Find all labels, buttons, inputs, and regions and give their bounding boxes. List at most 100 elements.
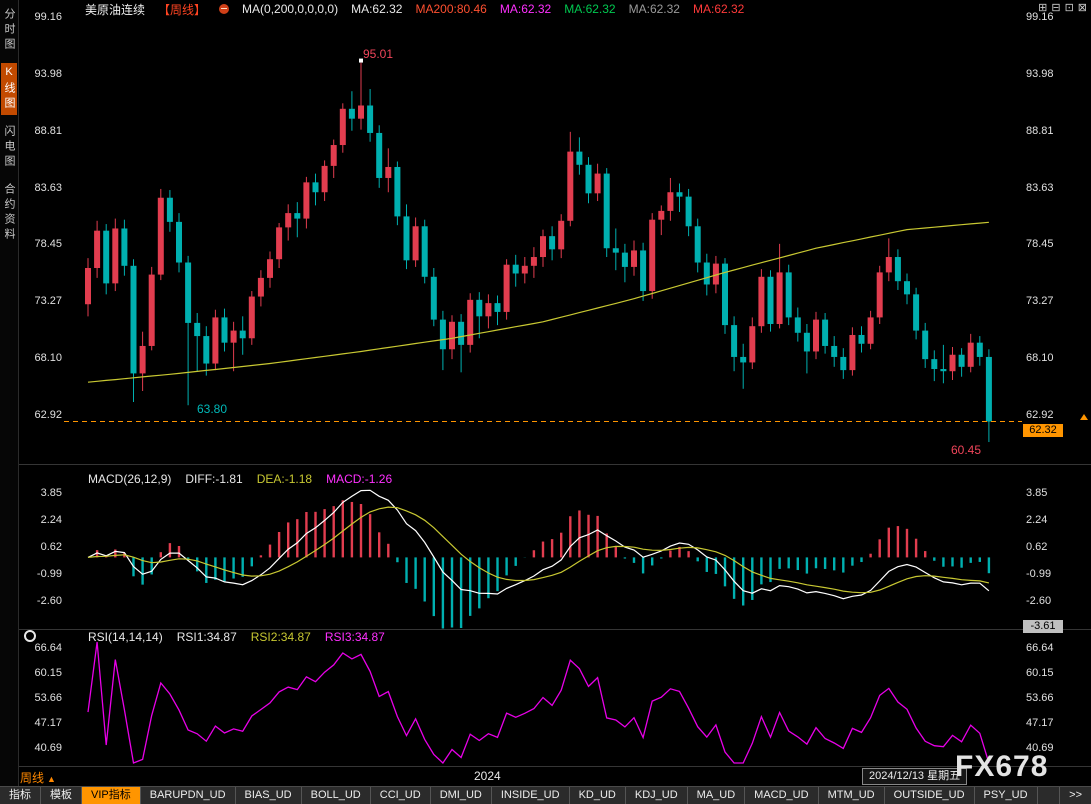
y-axis-tick: 78.45 — [34, 238, 62, 251]
y-axis-tick: 73.27 — [1026, 295, 1054, 308]
current-date-label: 2024/12/13 星期五 — [862, 768, 968, 785]
y-axis-tick: 47.17 — [34, 716, 62, 729]
last-price-badge: 62.32 — [1023, 424, 1063, 437]
rsi2-value: RSI2:34.87 — [250, 630, 311, 644]
y-axis-tick: 53.66 — [1026, 692, 1054, 704]
y-axis-tick: -0.99 — [1026, 567, 1052, 580]
ma200-line — [87, 221, 989, 383]
y-axis-tick: 83.63 — [34, 181, 62, 194]
y-axis-tick: 68.10 — [34, 352, 62, 365]
ma-value: MA:62.32 — [692, 2, 745, 16]
tab-indicators[interactable]: 指标 — [0, 787, 41, 804]
y-axis-tick: 0.62 — [40, 541, 62, 554]
ma-value: MA:62.32 — [564, 2, 616, 16]
diff-line — [87, 489, 990, 600]
panel-divider — [19, 766, 1091, 767]
single-pane-layout-icon[interactable]: ⊠ — [1077, 2, 1087, 14]
y-axis-tick: 66.64 — [1026, 642, 1054, 654]
high-marker — [359, 58, 363, 63]
x-axis-year-label: 2024 — [474, 769, 501, 783]
y-axis-tick: 3.85 — [40, 487, 62, 500]
chart-titlebar: 美原油连续 【周线】 MA(0,200,0,0,0,0) MA:62.32 MA2… — [85, 2, 744, 17]
tab-more[interactable]: >> — [1059, 787, 1091, 804]
tab-ma-ud[interactable]: MA_UD — [688, 787, 746, 804]
y-axis-tick: 88.81 — [1026, 124, 1054, 137]
y-axis-tick: -0.99 — [36, 567, 62, 580]
timeframe-button[interactable]: 周线 ▲ — [20, 769, 56, 786]
y-axis-tick: 60.15 — [34, 667, 62, 679]
chart-type-sidebar: 分时图 K线图闪电图合约资料 — [0, 0, 19, 804]
y-axis-tick: 99.16 — [1026, 11, 1054, 23]
timeframe-label[interactable]: 【周线】 — [158, 2, 207, 17]
macd-dea-value: DEA:-1.18 — [256, 472, 313, 486]
y-axis-tick: 83.63 — [1026, 181, 1054, 194]
tab-mtm-ud[interactable]: MTM_UD — [819, 787, 885, 804]
tab-bias-ud[interactable]: BIAS_UD — [236, 787, 302, 804]
low-annotation: 63.80 — [197, 402, 228, 416]
y-axis-tick: 78.45 — [1026, 238, 1054, 251]
sidebar-item-contract-info[interactable]: 合约资料 — [3, 183, 15, 243]
tab-boll-ud[interactable]: BOLL_UD — [302, 787, 371, 804]
tab-inside-ud[interactable]: INSIDE_UD — [492, 787, 570, 804]
ma-value: MA:62.32 — [499, 2, 552, 16]
price-up-arrow-icon — [1080, 414, 1088, 420]
rsi-label-row: RSI(14,14,14) RSI1:34.87 RSI2:34.87 RSI3… — [88, 630, 385, 644]
tab-templates[interactable]: 模板 — [41, 787, 82, 804]
tab-kd-ud[interactable]: KD_UD — [570, 787, 626, 804]
fx678-watermark: FX678 — [955, 750, 1049, 783]
rsi1-value: RSI1:34.87 — [176, 630, 237, 644]
rsi-line — [87, 641, 990, 764]
y-axis-tick: 40.69 — [34, 741, 62, 754]
sidebar-item-lightning-chart[interactable]: 闪电图 — [3, 125, 15, 170]
ma-value: MA:62.32 — [628, 2, 680, 16]
macd-layer — [87, 489, 991, 629]
tab-outside-ud[interactable]: OUTSIDE_UD — [885, 787, 975, 804]
panel-divider[interactable] — [19, 464, 1091, 465]
sidebar-item-time-chart[interactable]: 分时图 — [3, 8, 15, 53]
panel-divider[interactable] — [19, 629, 1091, 630]
instrument-menu-icon[interactable] — [219, 4, 230, 14]
rsi-title: RSI(14,14,14) — [88, 630, 163, 644]
macd-label-row: MACD(26,12,9) DIFF:-1.81 DEA:-1.18 MACD:… — [88, 472, 392, 486]
tab-macd-ud[interactable]: MACD_UD — [745, 787, 819, 804]
indicator-tabs-bar: 指标 模板 VIP指标 BARUPDN_UD BIAS_UD BOLL_UD CCI_UD D… — [0, 786, 1091, 804]
y-axis-tick: 66.64 — [34, 642, 62, 654]
tab-dmi-ud[interactable]: DMI_UD — [431, 787, 492, 804]
dea-line — [87, 506, 990, 594]
tab-kdj-ud[interactable]: KDJ_UD — [626, 787, 688, 804]
y-axis-tick: 2.24 — [40, 513, 62, 526]
last-low-annotation: 60.45 — [951, 443, 982, 457]
y-axis-tick: -2.60 — [36, 594, 62, 607]
y-axis-tick: 3.85 — [1026, 487, 1048, 500]
tab-vip-indicators[interactable]: VIP指标 — [82, 787, 141, 804]
high-annotation: 95.01 — [363, 47, 394, 61]
ma-settings-label: MA(0,200,0,0,0,0) — [242, 2, 339, 16]
ma-values-group: MA:62.32 MA200:80.46 MA:62.32 MA:62.32 MA:62… — [351, 2, 744, 16]
tab-cci-ud[interactable]: CCI_UD — [371, 787, 431, 804]
y-axis-tick: 93.98 — [1026, 67, 1054, 80]
y-axis-tick: 60.15 — [1026, 667, 1054, 679]
macd-macd-value: MACD:-1.26 — [326, 472, 393, 486]
ma-value: MA200:80.46 — [415, 2, 487, 16]
instrument-name: 美原油连续 — [85, 2, 146, 17]
y-axis-tick: 88.81 — [34, 124, 62, 137]
macd-diff-value: DIFF:-1.81 — [185, 472, 243, 486]
sidebar-item-kline-chart[interactable]: K线图 — [1, 63, 17, 115]
panel-toggle-icon[interactable] — [24, 630, 36, 642]
tab-psy-ud[interactable]: PSY_UD — [975, 787, 1038, 804]
y-axis-tick: 68.10 — [1026, 352, 1054, 365]
layout-icons-group: ⊞ ⊟ ⊡ ⊠ — [1038, 1, 1087, 14]
tab-barupdn-ud[interactable]: BARUPDN_UD — [141, 787, 236, 804]
ma-value: MA:62.32 — [351, 2, 403, 16]
y-axis-tick: 62.92 — [1026, 408, 1054, 421]
rsi3-value: RSI3:34.87 — [324, 630, 385, 644]
y-axis-tick: 0.62 — [1026, 541, 1048, 554]
timeframe-button-label: 周线 — [20, 771, 45, 785]
quad-grid-layout-icon[interactable]: ⊞ — [1038, 2, 1048, 14]
y-axis-tick: 93.98 — [34, 67, 62, 80]
vertical-split-layout-icon[interactable]: ⊡ — [1064, 2, 1074, 14]
horizontal-split-layout-icon[interactable]: ⊟ — [1051, 2, 1061, 14]
y-axis-tick: 40.69 — [1026, 741, 1054, 754]
